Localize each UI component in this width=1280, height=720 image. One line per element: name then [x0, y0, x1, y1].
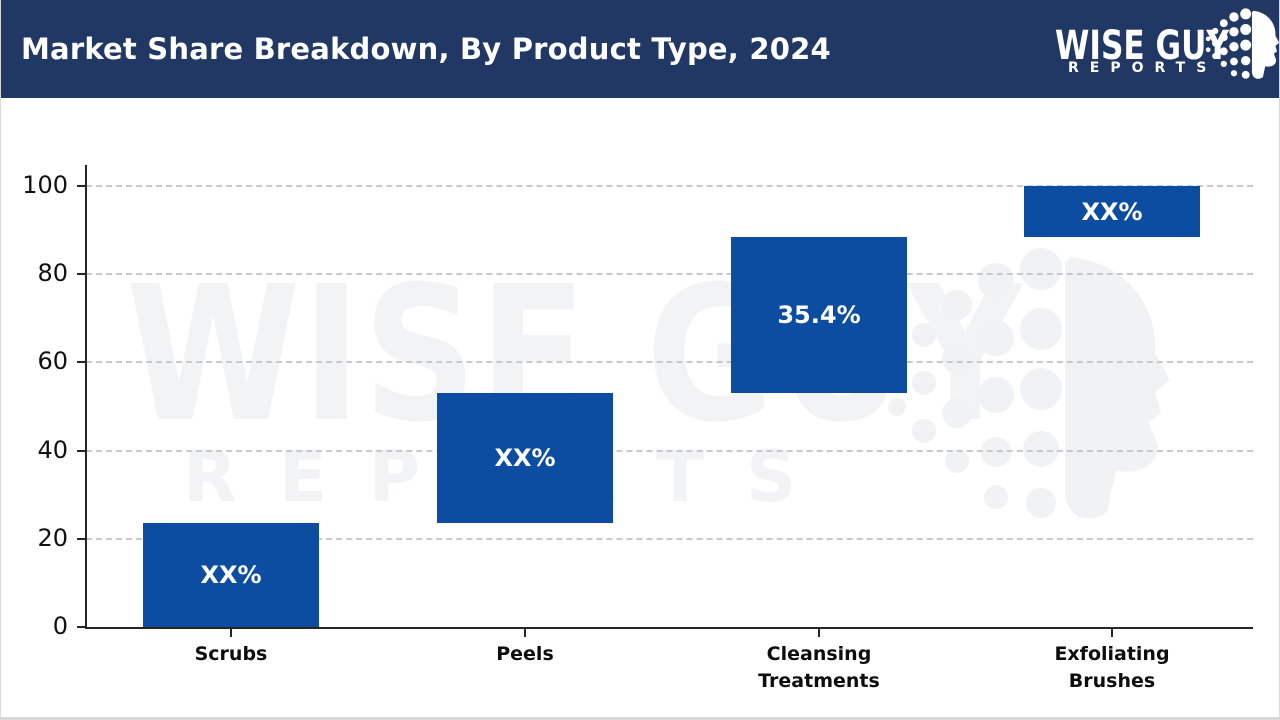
- logo: WISE GUY REPORTS: [1023, 0, 1279, 98]
- y-tick-label: 0: [52, 612, 68, 640]
- y-tick-label: 20: [37, 523, 68, 552]
- y-axis-tick: [77, 185, 86, 187]
- logo-wordmark: WISE GUY: [1055, 22, 1229, 69]
- bar-value-label: XX%: [200, 561, 262, 590]
- y-tick-label: 40: [37, 435, 68, 464]
- bar-value-label: 35.4%: [777, 301, 861, 330]
- x-axis-tick: [524, 629, 526, 637]
- bar-value-label: XX%: [1081, 197, 1143, 226]
- x-axis-line: [85, 627, 1253, 629]
- gridline: [86, 361, 1253, 364]
- y-axis-tick: [77, 626, 86, 628]
- y-tick-label: 100: [22, 171, 68, 199]
- bar: XX%: [437, 393, 613, 524]
- gridline: [86, 273, 1253, 276]
- y-axis-line: [85, 165, 87, 629]
- x-axis-tick: [230, 629, 232, 637]
- y-axis-tick: [77, 273, 86, 276]
- x-tick-label: Cleansing Treatments: [758, 643, 880, 692]
- y-tick-label: 60: [37, 347, 68, 376]
- x-tick-label: Peels: [496, 643, 554, 665]
- header-bar: Market Share Breakdown, By Product Type,…: [1, 0, 1279, 98]
- watermark-head-icon: [888, 248, 1170, 519]
- y-axis-tick: [77, 449, 86, 452]
- bar: XX%: [143, 523, 319, 627]
- y-axis-tick: [77, 361, 86, 364]
- x-tick-label: Exfoliating Brushes: [1054, 643, 1170, 692]
- x-tick-label: Scrubs: [194, 643, 268, 665]
- bar: 35.4%: [731, 237, 907, 394]
- x-axis-tick: [818, 629, 820, 637]
- y-axis-tick: [77, 537, 86, 540]
- bar: XX%: [1024, 186, 1200, 238]
- y-tick-label: 80: [37, 259, 68, 288]
- chart-title: Market Share Breakdown, By Product Type,…: [21, 32, 831, 66]
- logo-head-icon: [1205, 8, 1279, 79]
- gridline: [86, 449, 1253, 452]
- logo-subtext: REPORTS: [1068, 60, 1218, 76]
- x-axis-tick: [1111, 629, 1113, 637]
- gridline: [86, 185, 1253, 187]
- gridline: [86, 537, 1253, 540]
- bar-value-label: XX%: [494, 444, 556, 473]
